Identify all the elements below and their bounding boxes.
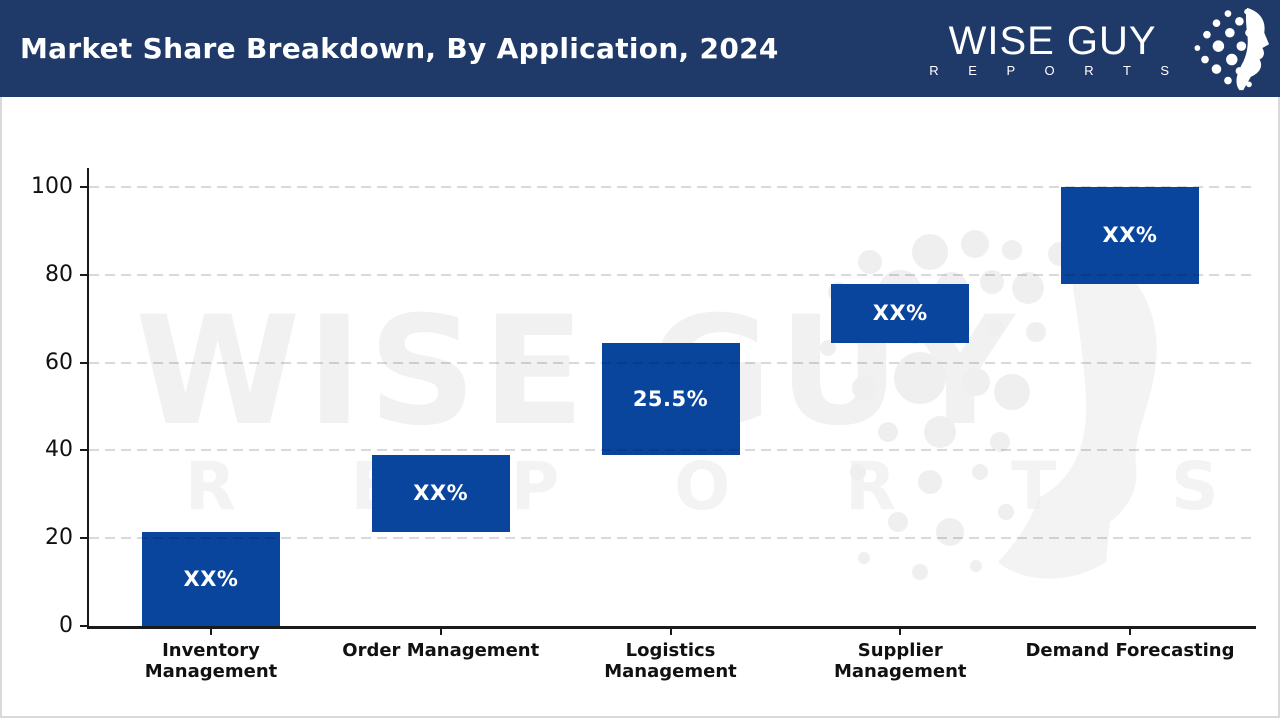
y-tick-label: 60 xyxy=(45,349,73,375)
y-tick-label: 100 xyxy=(31,174,73,199)
bar-value-label: XX% xyxy=(183,566,239,591)
y-gridline xyxy=(89,537,1256,540)
y-tickmark xyxy=(80,537,89,540)
x-tickmark xyxy=(439,626,442,635)
frame-line-right xyxy=(1278,97,1280,718)
x-tickmark xyxy=(899,626,902,635)
x-axis-line xyxy=(87,626,1256,629)
x-tickmark xyxy=(210,626,212,635)
logo-face-icon xyxy=(1194,7,1270,91)
logo-reports-label: R E P O R T S xyxy=(929,63,1182,78)
y-gridline xyxy=(89,449,1256,452)
header-bar: Market Share Breakdown, By Application, … xyxy=(0,0,1280,97)
bar-value-label: XX% xyxy=(413,481,469,506)
x-tick-label: Inventory Management xyxy=(144,640,278,682)
x-tick-label: Order Management xyxy=(342,640,540,661)
wiseguy-logo: WISE GUY R E P O R T S xyxy=(923,6,1270,92)
x-tick-label: Demand Forecasting xyxy=(1025,640,1235,661)
y-gridline xyxy=(89,361,1256,364)
page-title: Market Share Breakdown, By Application, … xyxy=(20,32,779,65)
bar-logistics-management: 25.5% xyxy=(601,342,740,455)
frame-line-left xyxy=(0,97,2,718)
bar-value-label: XX% xyxy=(872,301,928,326)
y-gridline xyxy=(89,186,1256,188)
bar-value-label: 25.5% xyxy=(632,386,709,411)
y-tickmark xyxy=(80,361,89,364)
bar-demand-forecasting: XX% xyxy=(1061,187,1199,284)
x-tick-label: Supplier Management xyxy=(834,640,967,682)
y-tickmark xyxy=(80,273,89,276)
y-tick-label: 80 xyxy=(45,261,73,287)
y-tick-label: 20 xyxy=(45,525,73,551)
y-tick-label: 0 xyxy=(59,613,73,638)
bar-value-label: XX% xyxy=(1102,223,1158,248)
x-tick-label: Logistics Management xyxy=(604,640,737,682)
y-axis-line xyxy=(87,168,89,628)
x-tickmark xyxy=(669,626,672,635)
y-tick-label: 40 xyxy=(45,437,73,463)
bar-supplier-management: XX% xyxy=(831,283,970,343)
y-tickmark xyxy=(80,186,89,188)
frame-line-bottom xyxy=(0,716,1280,718)
logo-wordmark: WISE GUY xyxy=(948,19,1157,63)
x-tickmark xyxy=(1129,626,1131,635)
y-tickmark xyxy=(80,625,89,627)
bar-order-management: XX% xyxy=(371,454,510,532)
y-tickmark xyxy=(80,449,89,452)
y-gridline xyxy=(89,273,1256,276)
bar-inventory-management: XX% xyxy=(142,531,280,626)
